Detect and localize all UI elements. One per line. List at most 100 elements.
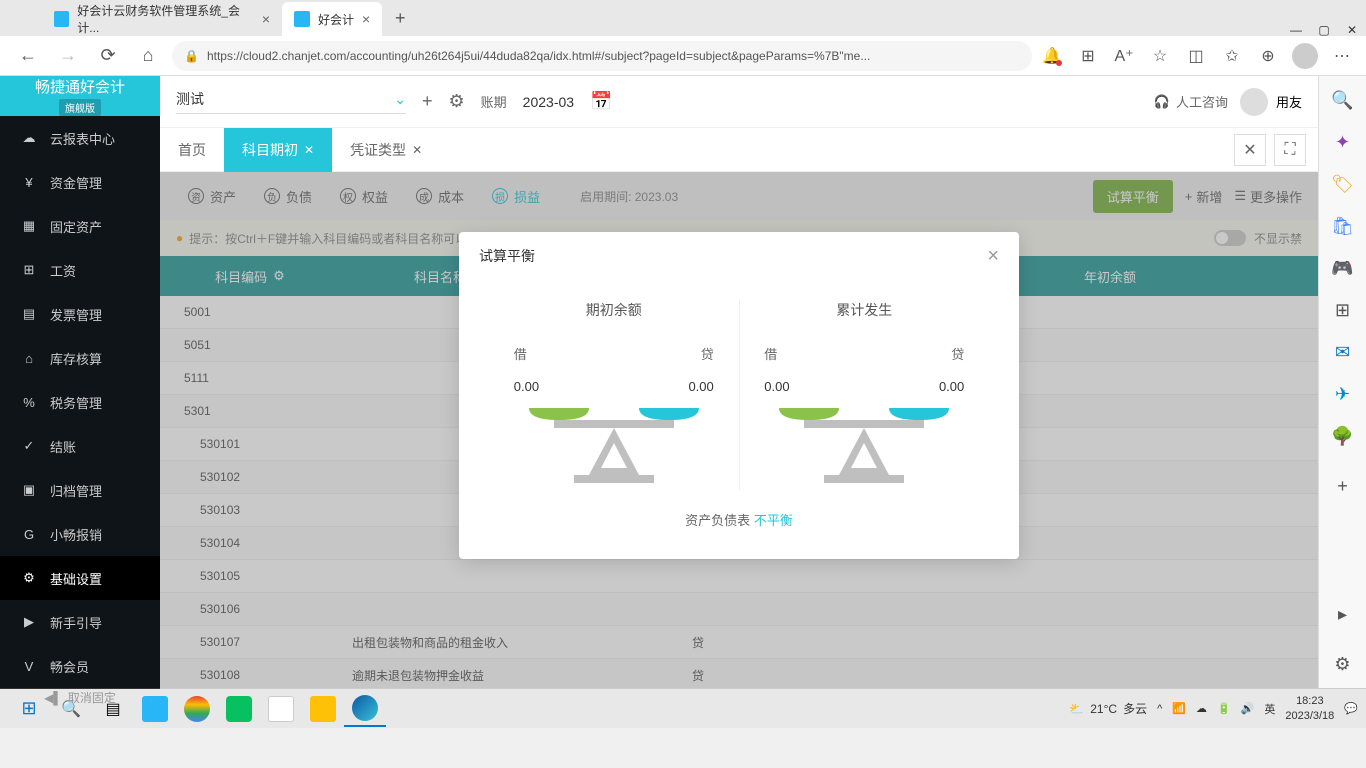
forward-icon[interactable]: → — [52, 40, 84, 72]
shopping-icon[interactable]: 🛍 — [1331, 214, 1355, 238]
minimize-icon[interactable]: — — [1290, 24, 1302, 36]
consult-label: 人工咨询 — [1176, 92, 1228, 111]
sidebar-icon: G — [20, 525, 38, 543]
sidebar-item[interactable]: ▦固定资产 — [0, 204, 160, 248]
sidebar-label: 固定资产 — [50, 217, 102, 236]
lock-icon: 🔒 — [184, 49, 199, 63]
sidebar-item[interactable]: V畅会员 — [0, 644, 160, 688]
sidebar-item[interactable]: ▣归档管理 — [0, 468, 160, 512]
sidebar-item[interactable]: ☁云报表中心 — [0, 116, 160, 160]
calendar-icon[interactable]: 📅 — [590, 91, 612, 112]
tools-icon[interactable]: ⊞ — [1331, 298, 1355, 322]
close-icon[interactable]: ✕ — [1346, 24, 1358, 36]
ai-icon[interactable]: ✦ — [1331, 130, 1355, 154]
sidebar-collapse[interactable]: ◀▌ 取消固定 — [0, 688, 160, 706]
send-icon[interactable]: ✈ — [1331, 382, 1355, 406]
games-icon[interactable]: 🎮 — [1331, 256, 1355, 280]
taskbar-app[interactable] — [260, 691, 302, 727]
sidebar-settings-icon[interactable]: ⚙ — [1331, 652, 1355, 676]
col-title: 期初余额 — [586, 300, 642, 320]
refresh-icon[interactable]: ⟳ — [92, 40, 124, 72]
weather-widget[interactable]: ⛅ 21°C 多云 — [1069, 700, 1147, 717]
favorites-bar-icon[interactable]: ✩ — [1220, 44, 1244, 68]
maximize-icon[interactable]: ▢ — [1318, 24, 1330, 36]
menu-icon[interactable]: ⋯ — [1330, 44, 1354, 68]
weather-temp: 21°C — [1090, 702, 1117, 716]
sidebar-item[interactable]: ⌂库存核算 — [0, 336, 160, 380]
sidebar-icon: ⊞ — [20, 261, 38, 279]
taskbar-app[interactable] — [344, 691, 386, 727]
taskbar-app[interactable] — [302, 691, 344, 727]
tab-close-icon[interactable]: × — [262, 11, 270, 27]
sidebar-item[interactable]: ▤发票管理 — [0, 292, 160, 336]
new-tab-button[interactable]: + — [386, 4, 414, 32]
sidebar-label: 畅会员 — [50, 657, 89, 676]
user-menu[interactable]: 用友 — [1240, 88, 1302, 116]
page-tab[interactable]: 科目期初 ✕ — [224, 128, 332, 172]
battery-icon[interactable]: 🔋 — [1217, 702, 1231, 715]
headset-icon: 🎧 — [1154, 94, 1170, 110]
modal-close-icon[interactable]: × — [987, 245, 999, 268]
cloud-icon[interactable]: ☁ — [1196, 702, 1207, 715]
add-sidebar-icon[interactable]: + — [1331, 474, 1355, 498]
tray-chevron-icon[interactable]: ^ — [1157, 703, 1162, 715]
modal-overlay: 试算平衡 × 期初余额 借贷 0.000.00 — [160, 172, 1318, 688]
tree-icon[interactable]: 🌳 — [1331, 424, 1355, 448]
page-tab[interactable]: 凭证类型✕ — [332, 128, 440, 172]
tab-label: 科目期初 — [242, 140, 298, 160]
wifi-icon[interactable]: 📶 — [1172, 702, 1186, 715]
tab-title: 好会计云财务软件管理系统_会计... — [77, 2, 254, 36]
sidebar-item[interactable]: ⚙基础设置 — [0, 556, 160, 600]
debit-value: 0.00 — [764, 379, 789, 394]
extension-icon[interactable]: ⊞ — [1076, 44, 1100, 68]
taskbar-app[interactable] — [218, 691, 260, 727]
close-all-tabs-icon[interactable]: ✕ — [1234, 134, 1266, 166]
expand-icon[interactable]: ▸ — [1331, 602, 1355, 626]
page-tab[interactable]: 首页 — [160, 128, 224, 172]
sidebar-label: 小畅报销 — [50, 525, 102, 544]
edge-sidebar: 🔍 ✦ 🏷 🛍 🎮 ⊞ ✉ ✈ 🌳 + ▸ ⚙ — [1318, 76, 1366, 688]
tab-close-icon[interactable]: ✕ — [304, 143, 314, 157]
volume-icon[interactable]: 🔊 — [1241, 702, 1255, 715]
modal-footer: 资产负债表 不平衡 — [489, 510, 989, 529]
home-icon[interactable]: ⌂ — [132, 40, 164, 72]
notification-icon[interactable]: 🔔 — [1040, 44, 1064, 68]
consult-button[interactable]: 🎧 人工咨询 — [1154, 92, 1228, 111]
browser-tab[interactable]: 好会计云财务软件管理系统_会计... × — [42, 2, 282, 36]
sidebar-item[interactable]: G 小畅报销 — [0, 512, 160, 556]
collections-icon[interactable]: ⊕ — [1256, 44, 1280, 68]
trial-balance-modal: 试算平衡 × 期初余额 借贷 0.000.00 — [459, 232, 1019, 559]
sidebar-item[interactable]: ⊞工资 — [0, 248, 160, 292]
sidebar-item[interactable]: %税务管理 — [0, 380, 160, 424]
company-selector[interactable]: 测试 ⌄ — [176, 89, 406, 114]
outlook-icon[interactable]: ✉ — [1331, 340, 1355, 364]
sidebar-label: 资金管理 — [50, 173, 102, 192]
url-input[interactable]: 🔒 https://cloud2.chanjet.com/accounting/… — [172, 41, 1032, 71]
sidebar-item[interactable]: ✓结账 — [0, 424, 160, 468]
tab-close-icon[interactable]: ✕ — [412, 143, 422, 157]
fullscreen-icon[interactable]: ⛶ — [1274, 134, 1306, 166]
collapse-label: 取消固定 — [68, 689, 116, 706]
browser-tab[interactable]: 好会计 × — [282, 2, 382, 36]
taskbar-app[interactable] — [176, 691, 218, 727]
weather-cond: 多云 — [1123, 700, 1147, 717]
clock[interactable]: 18:23 2023/3/18 — [1285, 694, 1334, 723]
settings-icon[interactable]: ⚙ — [449, 91, 465, 112]
profile-avatar[interactable] — [1292, 43, 1318, 69]
favorite-icon[interactable]: ☆ — [1148, 44, 1172, 68]
period-value: 2023-03 — [523, 94, 574, 110]
sidebar-item[interactable]: ¥资金管理 — [0, 160, 160, 204]
read-aloud-icon[interactable]: A⁺ — [1112, 44, 1136, 68]
add-icon[interactable]: + — [422, 91, 433, 112]
balance-link[interactable]: 不平衡 — [754, 513, 793, 528]
tab-favicon — [294, 11, 310, 27]
tag-icon[interactable]: 🏷 — [1331, 172, 1355, 196]
search-icon[interactable]: 🔍 — [1331, 88, 1355, 112]
notifications-icon[interactable]: 💬 — [1344, 702, 1358, 715]
split-icon[interactable]: ◫ — [1184, 44, 1208, 68]
back-icon[interactable]: ← — [12, 40, 44, 72]
ime-indicator[interactable]: 英 — [1264, 701, 1275, 717]
tab-close-icon[interactable]: × — [362, 11, 370, 27]
sidebar-item[interactable]: ▶新手引导 — [0, 600, 160, 644]
weather-icon: ⛅ — [1069, 702, 1084, 716]
